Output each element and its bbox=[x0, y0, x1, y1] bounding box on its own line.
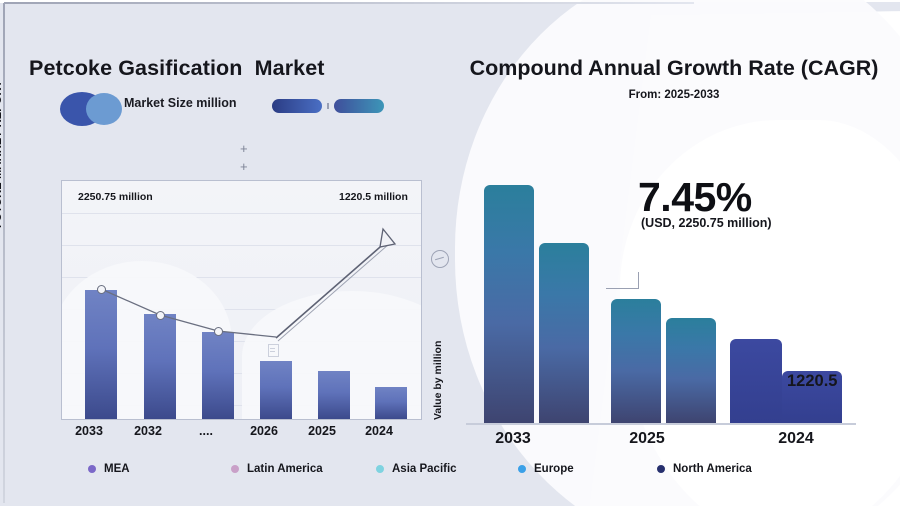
venn-circles-icon bbox=[60, 92, 122, 126]
trend-line bbox=[100, 288, 277, 338]
cagr-bar-value-label: 1220.5 bbox=[787, 372, 838, 390]
legend-label: North America bbox=[673, 463, 752, 475]
line-marker bbox=[214, 327, 223, 336]
document-icon bbox=[268, 344, 279, 357]
legend-item-latin-america[interactable]: Latin America bbox=[229, 463, 323, 475]
cagr-chart bbox=[466, 163, 856, 423]
cagr-usd-note: (USD, 2250.75 million) bbox=[641, 216, 772, 230]
line-marker bbox=[156, 311, 165, 320]
bar-2025 bbox=[318, 371, 350, 419]
xtick-dots: .... bbox=[199, 424, 213, 438]
tick-elbow-decoration bbox=[606, 272, 639, 289]
xtick-2033: 2033 bbox=[75, 424, 103, 438]
cagr-bar-2025-primary bbox=[611, 299, 661, 423]
left-border-line bbox=[3, 3, 5, 503]
gridline bbox=[62, 213, 421, 214]
legend-label: Europe bbox=[534, 463, 574, 475]
xtick-2032: 2032 bbox=[134, 424, 162, 438]
cagr-value: 7.45% bbox=[638, 174, 752, 220]
gridline bbox=[62, 277, 421, 278]
plus-marks-decoration: + + bbox=[240, 141, 248, 174]
venn-circle-light bbox=[86, 93, 122, 125]
legend-swatch-north-america bbox=[655, 463, 667, 475]
legend-swatch-latin-america bbox=[229, 463, 241, 475]
label-low-value: 1220.5 million bbox=[339, 191, 408, 203]
cagr-bar-2024-secondary bbox=[782, 371, 842, 423]
gridline bbox=[62, 245, 421, 246]
legend-item-asia-pacific[interactable]: Asia Pacific bbox=[374, 463, 457, 475]
cagr-xtick-2033: 2033 bbox=[495, 430, 531, 447]
gridline bbox=[62, 373, 421, 374]
cagr-bar-2024-primary bbox=[730, 339, 782, 423]
legend-item-mea[interactable]: MEA bbox=[86, 463, 130, 475]
bar-2026 bbox=[260, 361, 292, 419]
growth-arrow-icon bbox=[275, 227, 397, 342]
legend-pills bbox=[272, 99, 384, 113]
bar-dots bbox=[202, 332, 234, 419]
vertical-axis-title: FUTURE MARKET REPORT bbox=[0, 80, 4, 228]
legend-label: MEA bbox=[104, 463, 130, 475]
legend-swatch-europe bbox=[516, 463, 528, 475]
gridline bbox=[62, 309, 421, 310]
label-high-value: 2250.75 million bbox=[78, 191, 153, 203]
legend-item-north-america[interactable]: North America bbox=[655, 463, 752, 475]
legend-swatch-mea bbox=[86, 463, 98, 475]
gridline bbox=[62, 341, 421, 342]
xtick-2025: 2025 bbox=[308, 424, 336, 438]
cagr-bar-2033-secondary bbox=[539, 243, 589, 423]
cagr-bar-2033-primary bbox=[484, 185, 534, 423]
legend-label: Latin America bbox=[247, 463, 323, 475]
white-curve-decoration-secondary bbox=[620, 120, 900, 506]
legend-pill-primary bbox=[272, 99, 322, 113]
cagr-xtick-2025: 2025 bbox=[629, 430, 665, 447]
xtick-2024: 2024 bbox=[365, 424, 393, 438]
legend-pill-secondary bbox=[334, 99, 384, 113]
market-size-chart bbox=[61, 180, 422, 420]
bar-2024 bbox=[375, 387, 407, 419]
value-axis-title: Value by million bbox=[432, 340, 444, 420]
gridline bbox=[62, 405, 421, 406]
legend-item-europe[interactable]: Europe bbox=[516, 463, 574, 475]
market-size-caption: Market Size million bbox=[124, 96, 237, 110]
cagr-xtick-2024: 2024 bbox=[778, 430, 814, 447]
page-title: Petcoke Gasification Market bbox=[29, 56, 325, 80]
top-border-line bbox=[4, 2, 694, 4]
cagr-bar-2025-secondary bbox=[666, 318, 716, 423]
xtick-2026: 2026 bbox=[250, 424, 278, 438]
cagr-chart-baseline bbox=[466, 423, 856, 425]
minus-circle-icon bbox=[431, 250, 449, 268]
chart-legend: MEA Latin America Asia Pacific Europe No… bbox=[0, 463, 900, 489]
legend-swatch-asia-pacific bbox=[374, 463, 386, 475]
legend-label: Asia Pacific bbox=[392, 463, 457, 475]
cagr-title: Compound Annual Growth Rate (CAGR) bbox=[469, 56, 879, 80]
legend-pill-separator bbox=[327, 103, 329, 109]
bar-2032 bbox=[144, 314, 176, 419]
bar-2033 bbox=[85, 290, 117, 419]
cagr-subtitle: From: 2025-2033 bbox=[628, 89, 720, 101]
line-marker bbox=[97, 285, 106, 294]
